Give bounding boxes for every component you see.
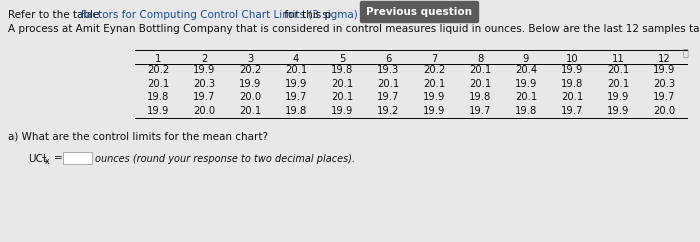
Text: 6: 6 [385, 54, 391, 64]
Text: 19.9: 19.9 [607, 92, 629, 102]
Text: A process at Amit Eynan Bottling Company that is considered in control measures : A process at Amit Eynan Bottling Company… [8, 24, 700, 34]
Text: 19.9: 19.9 [514, 79, 537, 89]
Text: 20.1: 20.1 [239, 106, 261, 116]
Text: 19.7: 19.7 [377, 92, 399, 102]
Text: Refer to the table: Refer to the table [8, 10, 103, 20]
Text: 19.9: 19.9 [193, 65, 215, 75]
Text: ⎙: ⎙ [682, 47, 688, 57]
Text: 19.7: 19.7 [653, 92, 676, 102]
Text: 1: 1 [155, 54, 161, 64]
Text: 19.9: 19.9 [423, 106, 445, 116]
Text: 19.7: 19.7 [193, 92, 215, 102]
Text: =: = [54, 153, 63, 164]
Text: 4: 4 [293, 54, 299, 64]
Text: Factors for Computing Control Chart Limits (3 sigma): Factors for Computing Control Chart Limi… [81, 10, 358, 20]
Text: ounces (round your response to two decimal places).: ounces (round your response to two decim… [95, 153, 355, 164]
Text: 20.1: 20.1 [469, 65, 491, 75]
Text: 19.9: 19.9 [285, 79, 307, 89]
Text: 19.9: 19.9 [607, 106, 629, 116]
Text: 20.1: 20.1 [147, 79, 169, 89]
Text: 19.7: 19.7 [285, 92, 307, 102]
Text: 19.9: 19.9 [561, 65, 583, 75]
Text: 7: 7 [430, 54, 438, 64]
Text: 20.0: 20.0 [239, 92, 261, 102]
Text: 19.3: 19.3 [377, 65, 399, 75]
Text: 2: 2 [201, 54, 207, 64]
Text: 20.4: 20.4 [515, 65, 537, 75]
Text: 20.2: 20.2 [239, 65, 261, 75]
Text: 20.1: 20.1 [607, 79, 629, 89]
Text: 20.1: 20.1 [423, 79, 445, 89]
Text: 20.0: 20.0 [653, 106, 675, 116]
Text: 19.9: 19.9 [653, 65, 676, 75]
Text: 20.1: 20.1 [331, 92, 353, 102]
Text: 20.1: 20.1 [377, 79, 399, 89]
Text: 5: 5 [339, 54, 345, 64]
Text: for this p: for this p [281, 10, 332, 20]
Text: 9: 9 [523, 54, 529, 64]
Text: 20.1: 20.1 [285, 65, 307, 75]
Text: 3: 3 [247, 54, 253, 64]
Text: 20.0: 20.0 [193, 106, 215, 116]
Text: 19.9: 19.9 [147, 106, 169, 116]
Text: 20.2: 20.2 [423, 65, 445, 75]
Text: 20.3: 20.3 [653, 79, 675, 89]
Text: ̅x: ̅x [46, 158, 50, 166]
Text: 19.8: 19.8 [469, 92, 491, 102]
Text: 20.1: 20.1 [561, 92, 583, 102]
Text: 11: 11 [612, 54, 624, 64]
Text: 19.7: 19.7 [561, 106, 583, 116]
Text: 19.9: 19.9 [423, 92, 445, 102]
Text: 20.1: 20.1 [515, 92, 537, 102]
Text: 20.1: 20.1 [331, 79, 353, 89]
Text: 8: 8 [477, 54, 483, 64]
FancyBboxPatch shape [62, 152, 92, 164]
Text: 19.8: 19.8 [285, 106, 307, 116]
Text: Previous question: Previous question [367, 7, 472, 17]
Text: 10: 10 [566, 54, 578, 64]
FancyBboxPatch shape [360, 1, 479, 23]
Text: 19.2: 19.2 [377, 106, 399, 116]
Text: 19.8: 19.8 [147, 92, 169, 102]
Text: 19.8: 19.8 [331, 65, 353, 75]
Text: a) What are the control limits for the mean chart?: a) What are the control limits for the m… [8, 131, 268, 142]
Text: 20.2: 20.2 [147, 65, 169, 75]
Text: 19.9: 19.9 [239, 79, 261, 89]
Text: 19.8: 19.8 [515, 106, 537, 116]
Text: 19.7: 19.7 [469, 106, 491, 116]
Text: 12: 12 [657, 54, 671, 64]
Text: 20.1: 20.1 [607, 65, 629, 75]
Text: 19.8: 19.8 [561, 79, 583, 89]
Text: 20.1: 20.1 [469, 79, 491, 89]
Text: 20.3: 20.3 [193, 79, 215, 89]
Text: 19.9: 19.9 [331, 106, 354, 116]
Text: UCL: UCL [28, 153, 48, 164]
